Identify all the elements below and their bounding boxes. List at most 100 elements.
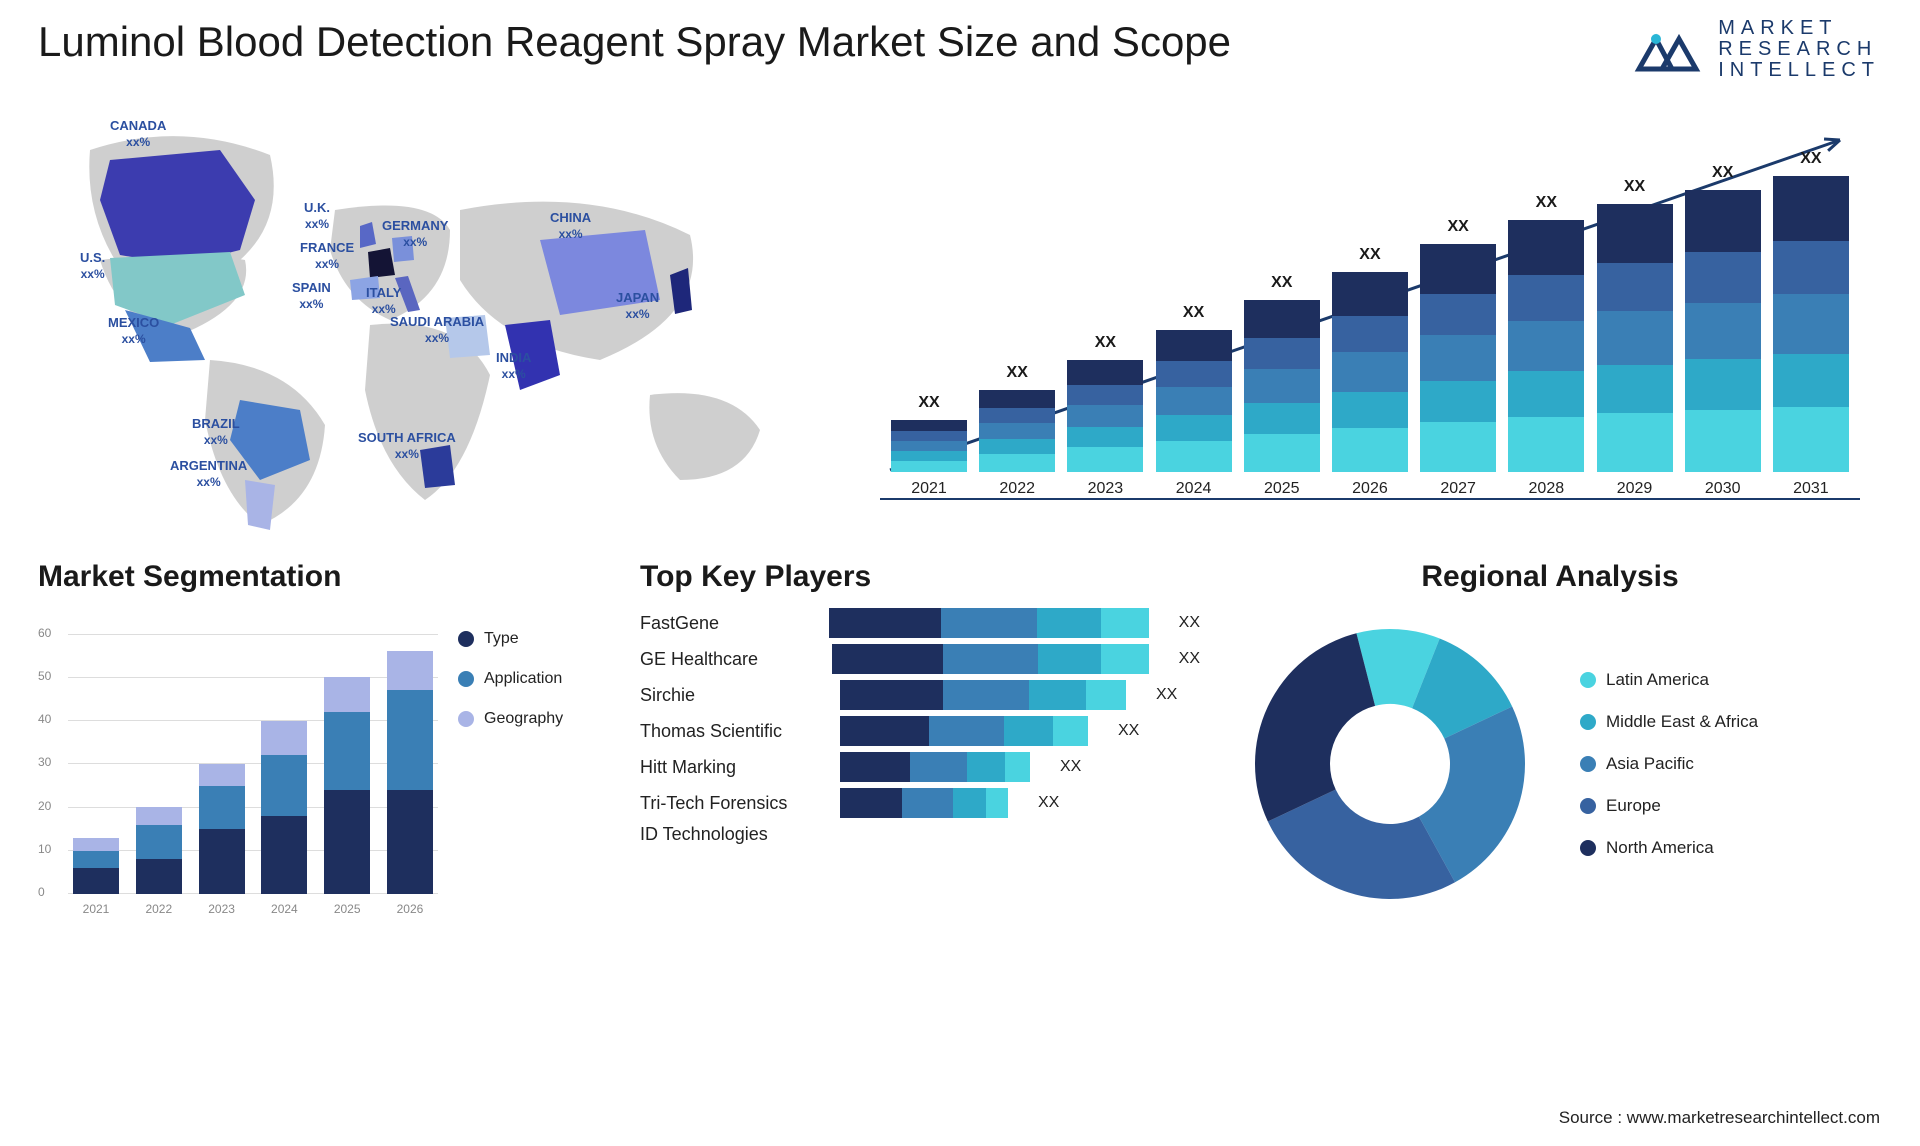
forecast-seg — [1597, 204, 1673, 263]
segmentation-legend: TypeApplicationGeography — [458, 630, 563, 728]
map-label-uk: U.K.xx% — [304, 200, 330, 231]
player-bar-seg — [1038, 644, 1101, 674]
map-label-mexico: MEXICOxx% — [108, 315, 159, 346]
forecast-seg — [1773, 241, 1849, 294]
player-name: Hitt Marking — [640, 757, 820, 778]
legend-label: Middle East & Africa — [1606, 712, 1758, 732]
seg-bar-2025 — [324, 677, 370, 894]
player-row: SirchieXX — [640, 680, 1200, 710]
regional-donut-chart — [1240, 614, 1540, 914]
logo-text-2: RESEARCH — [1718, 39, 1880, 60]
forecast-seg — [1156, 387, 1232, 415]
forecast-year: 2031 — [1793, 480, 1829, 498]
forecast-chart: XX2021XX2022XX2023XX2024XX2025XX2026XX20… — [880, 130, 1860, 530]
seg-bar-2023 — [199, 764, 245, 894]
player-bar-seg — [943, 680, 1029, 710]
forecast-year: 2021 — [911, 480, 947, 498]
seg-bar-2021 — [73, 838, 119, 894]
legend-dot — [1580, 756, 1596, 772]
forecast-seg — [1067, 427, 1143, 447]
forecast-bar-2026: XX2026 — [1331, 272, 1409, 498]
forecast-bar-label: XX — [1067, 334, 1143, 352]
seg-legend-item: Type — [458, 630, 563, 648]
seg-bar-part — [136, 807, 182, 824]
forecast-year: 2026 — [1352, 480, 1388, 498]
forecast-seg — [1597, 413, 1673, 472]
forecast-bar-2021: XX2021 — [890, 420, 968, 498]
forecast-seg — [1420, 294, 1496, 335]
forecast-bar-2024: XX2024 — [1155, 330, 1233, 498]
forecast-bar-2029: XX2029 — [1596, 204, 1674, 498]
forecast-seg — [979, 439, 1055, 454]
player-row: Tri-Tech Forensics XX — [640, 788, 1200, 818]
player-bar-seg — [1086, 680, 1126, 710]
donut-slice — [1255, 633, 1375, 821]
key-players-section: Top Key Players FastGeneXXGE HealthcareX… — [640, 560, 1200, 845]
seg-year-label: 2022 — [136, 902, 182, 916]
forecast-bar-2025: XX2025 — [1243, 300, 1321, 498]
seg-year-label: 2021 — [73, 902, 119, 916]
forecast-bar-label: XX — [1420, 218, 1496, 236]
map-region-na-canada — [100, 150, 255, 265]
forecast-seg — [1685, 359, 1761, 410]
player-value: XX — [1179, 614, 1200, 632]
player-bar-seg — [1101, 644, 1148, 674]
regional-legend-item: North America — [1580, 838, 1758, 858]
forecast-bar-2022: XX2022 — [978, 390, 1056, 498]
player-bar-seg — [840, 680, 943, 710]
seg-bar-part — [387, 790, 433, 894]
player-name: ID Technologies — [640, 824, 820, 845]
forecast-seg — [1685, 252, 1761, 303]
player-bar — [840, 716, 1088, 746]
forecast-seg — [979, 408, 1055, 423]
seg-bar-part — [387, 690, 433, 790]
player-bar-seg — [910, 752, 967, 782]
map-label-spain: SPAINxx% — [292, 280, 331, 311]
player-value: XX — [1118, 722, 1139, 740]
player-name: GE Healthcare — [640, 649, 812, 670]
legend-label: Geography — [484, 710, 563, 728]
segmentation-chart: 0102030405060 202120222023202420252026 — [38, 614, 438, 924]
forecast-bar-label: XX — [891, 394, 967, 412]
player-name: Tri-Tech Forensics — [640, 793, 820, 814]
player-bar-seg — [840, 788, 902, 818]
map-label-saudiarabia: SAUDI ARABIAxx% — [390, 314, 484, 345]
player-name: FastGene — [640, 613, 809, 634]
trend-arrowhead — [1824, 139, 1840, 151]
seg-year-label: 2026 — [387, 902, 433, 916]
forecast-seg — [1508, 417, 1584, 472]
player-name: Thomas Scientific — [640, 721, 820, 742]
seg-bar-part — [261, 816, 307, 894]
seg-bar-part — [136, 825, 182, 860]
forecast-seg — [891, 441, 967, 451]
seg-bar-part — [73, 838, 119, 851]
player-bar-seg — [1053, 716, 1088, 746]
forecast-seg — [1244, 338, 1320, 369]
forecast-seg — [1244, 434, 1320, 472]
player-value: XX — [1156, 686, 1177, 704]
seg-year-label: 2023 — [199, 902, 245, 916]
player-bar-seg — [1029, 680, 1086, 710]
forecast-bar-label: XX — [1685, 164, 1761, 182]
regional-title: Regional Analysis — [1240, 560, 1860, 594]
forecast-bar-2028: XX2028 — [1507, 220, 1585, 498]
player-row: GE HealthcareXX — [640, 644, 1200, 674]
forecast-seg — [1332, 428, 1408, 472]
player-row: Hitt MarkingXX — [640, 752, 1200, 782]
page-title: Luminol Blood Detection Reagent Spray Ma… — [38, 18, 1231, 66]
seg-bar-part — [324, 790, 370, 894]
legend-dot — [1580, 714, 1596, 730]
forecast-seg — [1067, 447, 1143, 472]
forecast-seg — [1773, 294, 1849, 353]
regional-legend-item: Europe — [1580, 796, 1758, 816]
seg-bar-2024 — [261, 721, 307, 894]
player-value: XX — [1038, 794, 1059, 812]
regional-legend-item: Middle East & Africa — [1580, 712, 1758, 732]
map-region-sa-arg — [245, 480, 275, 530]
logo-text-1: MARKET — [1718, 18, 1880, 39]
forecast-bar-2027: XX2027 — [1419, 244, 1497, 498]
legend-dot — [1580, 798, 1596, 814]
seg-bar-part — [136, 859, 182, 894]
player-bar-seg — [1004, 716, 1054, 746]
player-bar-seg — [840, 752, 910, 782]
